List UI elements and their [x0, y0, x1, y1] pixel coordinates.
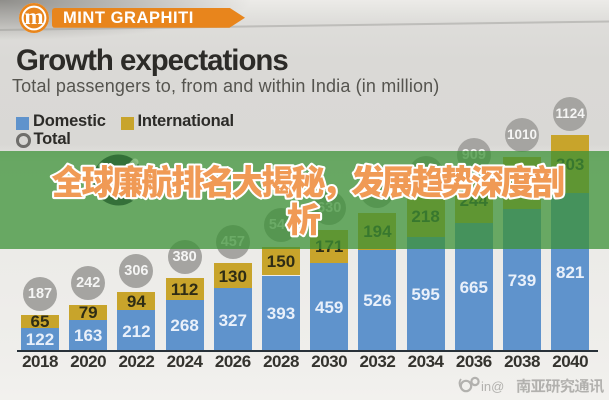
svg-text:in@: in@ — [481, 379, 504, 394]
